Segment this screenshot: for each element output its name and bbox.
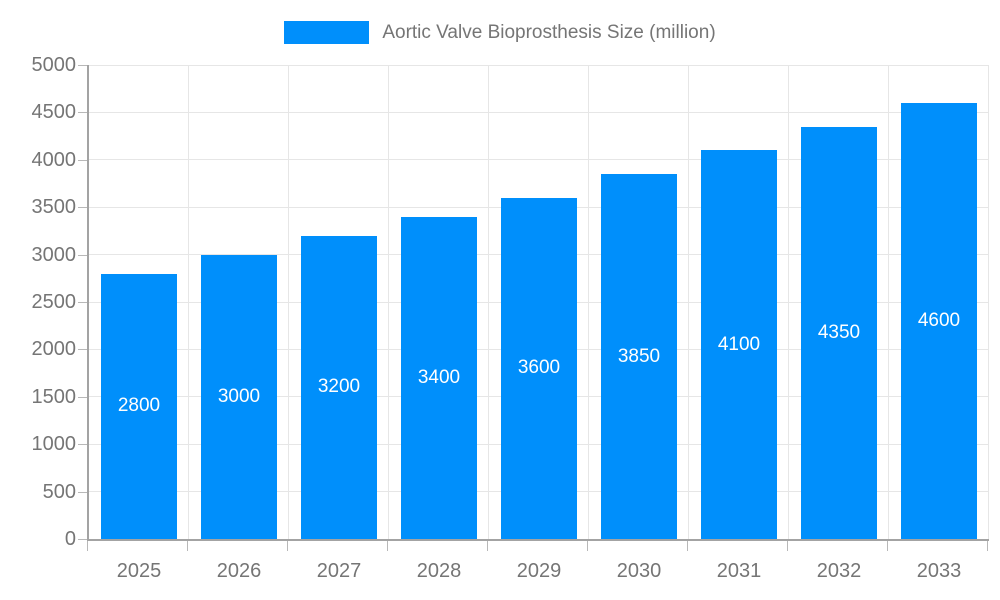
x-axis-tick-mark <box>87 541 88 551</box>
y-axis-tick-label: 500 <box>42 480 76 503</box>
y-axis-tick-mark <box>78 491 87 493</box>
bar-value-label: 4600 <box>917 309 961 331</box>
x-gridline <box>188 65 189 539</box>
x-axis-tick-mark <box>487 541 488 551</box>
x-axis-tick-mark <box>187 541 188 551</box>
y-axis-tick-label: 2000 <box>31 338 77 361</box>
legend-label: Aortic Valve Bioprosthesis Size (million… <box>382 21 716 43</box>
x-axis-tick-label: 2031 <box>716 560 762 582</box>
y-gridline <box>89 159 989 161</box>
legend-swatch-icon <box>284 21 370 44</box>
y-axis-tick-mark <box>78 112 87 114</box>
x-axis-tick-label: 2028 <box>416 560 462 582</box>
x-gridline <box>688 65 689 539</box>
x-axis-tick-mark <box>587 541 588 551</box>
x-axis-tick-label: 2032 <box>816 560 862 582</box>
y-axis-tick-label: 5000 <box>31 54 77 76</box>
x-axis-tick-label: 2026 <box>216 560 262 582</box>
bar-value-label: 2800 <box>117 395 161 417</box>
y-gridline <box>89 64 989 66</box>
x-gridline <box>488 65 489 539</box>
bar-value-label: 3600 <box>517 357 561 379</box>
x-gridline <box>588 65 589 539</box>
x-axis-tick-label: 2027 <box>316 560 362 582</box>
bar[interactable]: 4350 <box>801 126 877 539</box>
x-gridline <box>288 65 289 539</box>
y-axis-tick-label: 1000 <box>31 433 77 456</box>
x-axis-tick-label: 2033 <box>916 560 962 582</box>
bar-value-label: 4100 <box>717 333 761 355</box>
x-gridline <box>388 65 389 539</box>
x-axis-tick-mark <box>387 541 388 551</box>
y-axis-tick-mark <box>78 207 87 209</box>
y-axis-tick-mark <box>78 539 87 540</box>
y-axis-tick-mark <box>78 444 87 446</box>
bar[interactable]: 4100 <box>701 150 777 539</box>
x-gridline <box>888 65 889 539</box>
bar[interactable]: 3600 <box>501 197 577 539</box>
bar[interactable]: 3850 <box>601 174 677 539</box>
bar[interactable]: 3200 <box>301 235 377 539</box>
x-gridline <box>788 65 789 539</box>
bar-value-label: 3850 <box>617 345 661 367</box>
bar-value-label: 4350 <box>817 321 861 343</box>
x-axis-tick-mark <box>787 541 788 551</box>
y-axis-tick-label: 3000 <box>31 243 77 266</box>
bar-value-label: 3200 <box>317 376 361 398</box>
y-axis-tick-mark <box>78 254 87 256</box>
plot-area: 2800 3000 3200 3400 3600 3850 4100 4350 4600 <box>87 64 989 541</box>
x-axis-tick-mark <box>287 541 288 551</box>
y-axis-tick-label: 1500 <box>31 385 77 408</box>
x-axis-tick-label: 2030 <box>616 560 662 582</box>
y-gridline <box>89 111 989 113</box>
legend[interactable]: Aortic Valve Bioprosthesis Size (million… <box>0 21 1000 44</box>
x-axis-tick-mark <box>687 541 688 551</box>
y-axis-tick-mark <box>78 349 87 351</box>
bar-value-label: 3000 <box>217 385 261 407</box>
bar[interactable]: 4600 <box>901 102 977 539</box>
y-axis-tick-label: 4500 <box>31 101 77 124</box>
y-axis-tick-label: 0 <box>64 528 76 550</box>
y-axis-tick-label: 4000 <box>31 148 77 171</box>
x-axis-tick-mark <box>887 541 888 551</box>
bar[interactable]: 2800 <box>101 273 177 539</box>
bar[interactable]: 3400 <box>401 216 477 539</box>
bar-value-label: 3400 <box>417 366 461 388</box>
x-axis-tick-mark <box>987 541 988 551</box>
y-axis-tick-mark <box>78 302 87 303</box>
y-axis-tick-mark <box>78 159 87 161</box>
y-axis-tick-mark <box>78 65 87 66</box>
y-axis-tick-mark <box>78 396 87 398</box>
x-gridline <box>988 65 989 539</box>
bar[interactable]: 3000 <box>201 254 277 539</box>
x-axis-tick-label: 2029 <box>516 560 562 582</box>
y-axis-tick-label: 2500 <box>31 291 77 313</box>
x-axis-tick-label: 2025 <box>116 560 162 582</box>
y-axis-tick-label: 3500 <box>31 196 77 219</box>
